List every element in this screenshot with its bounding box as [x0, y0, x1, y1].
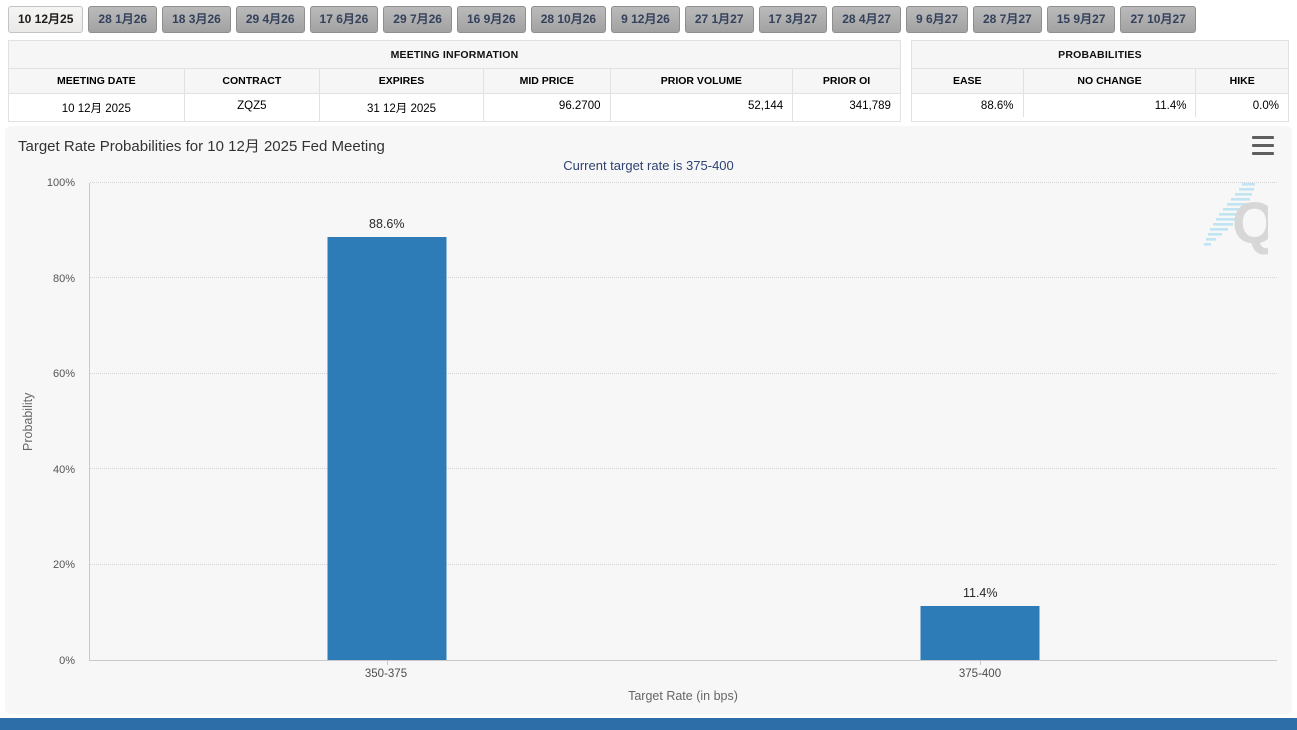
- chart-title: Target Rate Probabilities for 10 12月 202…: [18, 138, 385, 155]
- column-header: EXPIRES: [319, 69, 483, 93]
- table-value: 31 12月 2025: [319, 94, 483, 121]
- y-gridline: [90, 372, 1277, 374]
- meeting-tab-27-1月27[interactable]: 27 1月27: [684, 6, 754, 33]
- chart-bar-350-375[interactable]: [327, 237, 447, 660]
- meeting-tab-29-7月26[interactable]: 29 7月26: [383, 6, 452, 33]
- meeting-tab-18-3月26[interactable]: 18 3月26: [162, 6, 231, 33]
- y-tick-label: 40%: [52, 463, 75, 476]
- y-gridline: [90, 182, 1277, 183]
- chart-bar-375-400[interactable]: [920, 605, 1040, 660]
- hamburger-icon: [1252, 136, 1274, 140]
- x-tick-label: 375-400: [958, 668, 1002, 680]
- probabilities-value-row: 88.6% 11.4% 0.0%: [912, 94, 1288, 117]
- bar-data-label: 88.6%: [369, 217, 405, 232]
- table-value: 88.6%: [980, 100, 1014, 112]
- y-axis-labels: 0% 20% 40% 60% 80% 100%: [5, 177, 81, 667]
- meeting-tab-16-9月26[interactable]: 16 9月26: [456, 6, 526, 33]
- meeting-tab-28-7月27[interactable]: 28 7月27: [973, 6, 1042, 33]
- meeting-tab-27-10月27[interactable]: 27 10月27: [1120, 6, 1196, 33]
- y-tick-label: 20%: [52, 559, 75, 572]
- column-header: HIKE: [1195, 69, 1287, 93]
- meeting-tab-28-4月27[interactable]: 28 4月27: [832, 6, 901, 33]
- y-gridline: [90, 468, 1277, 470]
- table-value: 0.0%: [1195, 94, 1287, 117]
- table-value: 10 12月 2025: [61, 103, 131, 115]
- column-header: PRIOR OI: [792, 69, 900, 93]
- column-header: PRIOR VOLUME: [609, 69, 793, 93]
- plot-area: 88.6% 11.4%: [89, 182, 1277, 665]
- meeting-tab-bar: 10 12月25 28 1月26 18 3月26 29 4月26 17 6月26 29 7…: [0, 0, 1297, 38]
- meeting-tab-17-3月27[interactable]: 17 3月27: [758, 6, 828, 33]
- meeting-tab-28-10月26[interactable]: 28 10月26: [530, 6, 607, 33]
- meeting-tab-29-4月26[interactable]: 29 4月26: [235, 6, 305, 33]
- probabilities-title: PROBABILITIES: [912, 41, 1288, 69]
- footer-bar: [0, 718, 1297, 730]
- column-header: CONTRACT: [183, 69, 319, 93]
- meeting-tab-9-6月27[interactable]: 9 6月27: [905, 6, 968, 33]
- y-tick-label: 100%: [46, 177, 75, 189]
- meeting-info-header-row: MEETING DATE CONTRACT EXPIRES MID PRICE PRIO…: [9, 69, 900, 94]
- bar-slot-375-400: 11.4%: [920, 183, 1040, 660]
- probabilities-header-row: EASE NO CHANGE HIKE: [912, 69, 1288, 94]
- table-value: 52,144: [609, 94, 793, 121]
- bar-slot-350-375: 88.6%: [327, 183, 447, 660]
- y-gridline: [90, 563, 1277, 565]
- chart-export-menu-button[interactable]: [1252, 136, 1276, 155]
- y-gridline: [90, 277, 1277, 279]
- table-value: 96.2700: [482, 94, 610, 121]
- meeting-tab-10-12月25[interactable]: 10 12月25: [8, 6, 84, 33]
- y-tick-label: 60%: [52, 368, 75, 381]
- meeting-tab-17-6月26[interactable]: 17 6月26: [309, 6, 379, 33]
- probabilities-table: PROBABILITIES EASE NO CHANGE HIKE 88.6% 11.…: [911, 40, 1289, 122]
- x-axis-tick: [386, 660, 388, 665]
- meeting-info-title: MEETING INFORMATION: [9, 41, 900, 69]
- column-header: EASE: [952, 75, 982, 87]
- fedwatch-chart-panel: Target Rate Probabilities for 10 12月 202…: [5, 126, 1292, 714]
- info-tables: MEETING INFORMATION MEETING DATE CONTRACT…: [8, 40, 1289, 122]
- table-value: 11.4%: [1022, 94, 1196, 117]
- meeting-info-value-row: 10 12月 2025 ZQZ5 31 12月 2025 96.2700 52,144 3…: [9, 94, 900, 121]
- x-axis-title: Target Rate (in bps): [628, 689, 738, 703]
- y-tick-label: 0%: [59, 655, 75, 667]
- x-axis-labels: 350-375 375-400: [89, 668, 1277, 683]
- meeting-tab-15-9月27[interactable]: 15 9月27: [1046, 6, 1116, 33]
- x-axis-tick: [980, 660, 982, 665]
- hamburger-icon: [1252, 151, 1274, 155]
- column-header: MEETING DATE: [57, 75, 136, 87]
- hamburger-icon: [1252, 143, 1274, 148]
- column-header: NO CHANGE: [1022, 69, 1196, 93]
- meeting-tab-28-1月26[interactable]: 28 1月26: [88, 6, 158, 33]
- chart-subtitle: Current target rate is 375-400: [563, 158, 734, 173]
- column-header: MID PRICE: [482, 69, 610, 93]
- table-value: ZQZ5: [183, 94, 319, 121]
- table-value: 341,789: [792, 94, 900, 121]
- x-tick-label: 350-375: [364, 668, 408, 680]
- meeting-info-table: MEETING INFORMATION MEETING DATE CONTRACT…: [8, 40, 901, 122]
- y-tick-label: 80%: [52, 272, 75, 285]
- meeting-tab-9-12月26[interactable]: 9 12月26: [611, 6, 680, 33]
- bar-data-label: 11.4%: [962, 585, 998, 600]
